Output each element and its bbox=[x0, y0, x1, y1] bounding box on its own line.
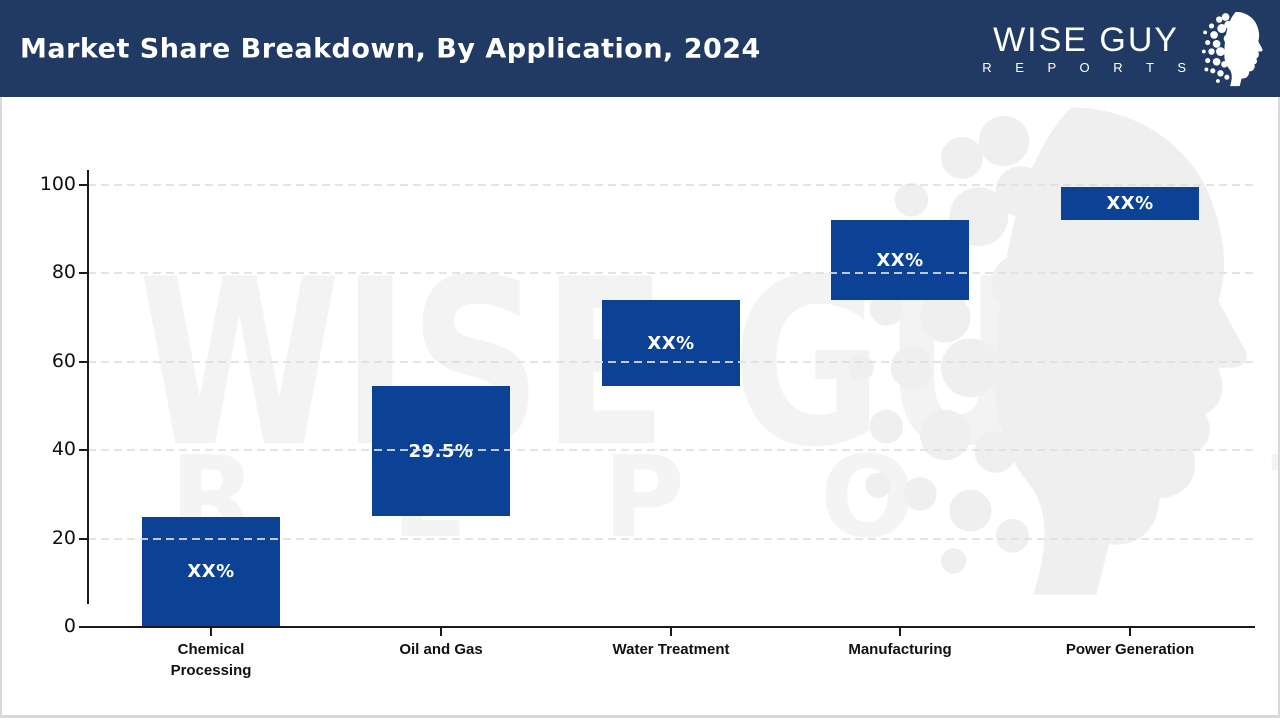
dotted-head-icon bbox=[1201, 11, 1263, 87]
bar-value-label-water-treatment: XX% bbox=[647, 332, 695, 354]
gridline-20 bbox=[88, 537, 1254, 540]
x-tick-label-oil-and-gas: Oil and Gas bbox=[399, 641, 483, 658]
y-tick-0 bbox=[79, 626, 88, 628]
page-title: Market Share Breakdown, By Application, … bbox=[20, 33, 761, 64]
gridline-80 bbox=[88, 272, 1254, 275]
header-bar: Market Share Breakdown, By Application, … bbox=[0, 0, 1280, 97]
y-tick-40 bbox=[79, 449, 88, 452]
x-tick-oil-and-gas bbox=[440, 628, 442, 636]
logo-text: WISE GUY R E P O R T S bbox=[976, 23, 1196, 75]
bar-value-label-chemical-processing: XX% bbox=[187, 561, 235, 583]
bar-manufacturing: XX% bbox=[831, 220, 969, 300]
wise-guy-reports-logo: WISE GUY R E P O R T S bbox=[976, 8, 1264, 90]
bar-value-label-manufacturing: XX% bbox=[876, 249, 924, 271]
watermark-head-icon bbox=[848, 107, 1247, 595]
gridline-60 bbox=[88, 360, 1254, 363]
bar-oil-and-gas: 29.5% bbox=[372, 386, 510, 517]
y-tick-label-80: 80 bbox=[51, 261, 76, 284]
x-axis-line bbox=[80, 626, 1255, 628]
bar-value-label-oil-and-gas: 29.5% bbox=[408, 440, 474, 462]
waterfall-chart: 0 20 40 60 80 100 XX% 29.5% XX% XX% XX% Chemical Pr… bbox=[0, 97, 1280, 720]
x-tick-chemical-processing bbox=[210, 628, 212, 636]
bar-chemical-processing: XX% bbox=[142, 516, 280, 627]
x-tick-label-power-generation: Power Generation bbox=[1065, 641, 1195, 658]
y-axis-line bbox=[87, 170, 89, 604]
y-tick-60 bbox=[79, 360, 88, 363]
x-tick-label-manufacturing: Manufacturing bbox=[848, 641, 952, 658]
x-tick-water-treatment bbox=[670, 628, 672, 636]
x-tick-power-generation bbox=[1129, 628, 1131, 636]
bar-water-treatment: XX% bbox=[602, 299, 740, 387]
x-tick-manufacturing bbox=[899, 628, 901, 636]
y-tick-label-60: 60 bbox=[51, 349, 76, 372]
logo-sub-text: R E P O R T S bbox=[982, 60, 1196, 75]
bar-value-label-power-generation: XX% bbox=[1106, 193, 1154, 215]
y-tick-100 bbox=[79, 184, 88, 186]
bar-power-generation: XX% bbox=[1061, 187, 1199, 221]
y-tick-label-40: 40 bbox=[51, 438, 76, 461]
gridline-100 bbox=[88, 184, 1254, 186]
logo-name-text: WISE GUY bbox=[993, 21, 1180, 59]
y-tick-label-0: 0 bbox=[63, 615, 76, 637]
x-tick-label-water-treatment: Water Treatment bbox=[612, 641, 730, 658]
x-tick-label-chemical-processing: Chemical Processing bbox=[170, 641, 252, 679]
gridline-40 bbox=[88, 449, 1254, 452]
y-tick-label-20: 20 bbox=[51, 526, 76, 549]
y-tick-label-100: 100 bbox=[39, 173, 76, 195]
y-tick-20 bbox=[79, 537, 88, 540]
y-tick-80 bbox=[79, 272, 88, 275]
